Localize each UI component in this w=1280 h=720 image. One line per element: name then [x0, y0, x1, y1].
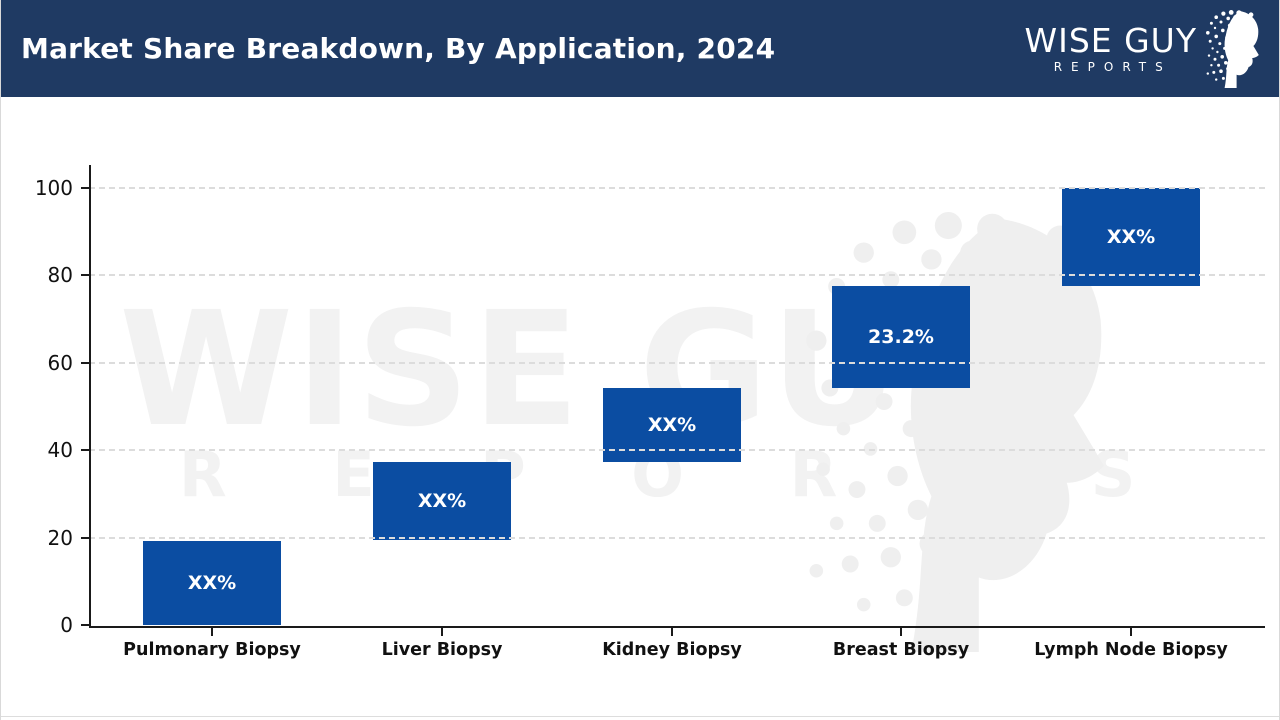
bar-value-label: XX%	[1106, 225, 1156, 248]
y-axis-tick	[81, 361, 89, 364]
header-band: Market Share Breakdown, By Application, …	[1, 0, 1279, 97]
y-tick-label: 40	[47, 438, 73, 462]
y-axis-tick	[81, 624, 89, 626]
y-axis-tick	[81, 449, 89, 451]
x-tick-label: Lymph Node Biopsy	[1034, 640, 1228, 660]
y-axis-line	[89, 165, 91, 628]
y-axis-tick	[81, 186, 89, 189]
bar-value-label: XX%	[187, 571, 237, 594]
wiseguy-face-icon	[1206, 9, 1259, 88]
x-axis-tick	[1130, 628, 1132, 636]
bar-value-label: 23.2%	[868, 326, 934, 349]
y-tick-label: 20	[47, 525, 73, 550]
x-tick-label: Kidney Biopsy	[602, 640, 742, 660]
x-tick-label: Breast Biopsy	[832, 640, 970, 660]
bar-segment	[143, 540, 281, 625]
gridline	[89, 186, 1265, 189]
gridline	[89, 361, 1265, 364]
y-tick-label: 80	[47, 263, 73, 287]
x-tick-label: Pulmonary Biopsy	[123, 640, 301, 660]
bar-segment	[832, 286, 970, 388]
x-axis-tick	[671, 628, 673, 636]
x-axis-tick	[900, 628, 902, 636]
x-axis-tick	[441, 628, 443, 636]
y-tick-label: 60	[47, 350, 73, 375]
bar-value-label: XX%	[647, 413, 697, 436]
chart-title: Market Share Breakdown, By Application, …	[21, 32, 776, 65]
bottom-divider	[1, 716, 1279, 717]
wiseguy-logo-text: WISE GUY REPORTS	[1024, 24, 1197, 73]
logo-brand-subtitle: REPORTS	[1053, 60, 1172, 74]
x-axis-line	[89, 626, 1265, 628]
y-axis-tick	[81, 274, 89, 276]
x-tick-label: Liver Biopsy	[381, 640, 503, 660]
bar-segment	[1062, 187, 1200, 287]
gridline	[89, 536, 1265, 539]
y-tick-label: 100	[34, 175, 73, 200]
gridline	[89, 449, 1265, 451]
logo-brand-name: WISE GUY	[1024, 21, 1197, 60]
gridline	[89, 274, 1265, 276]
x-axis-tick	[211, 628, 213, 636]
bar-value-label: XX%	[417, 489, 467, 512]
wiseguy-logo: WISE GUY REPORTS	[1024, 9, 1263, 89]
y-tick-label: 0	[60, 613, 73, 637]
y-axis-tick	[81, 536, 89, 539]
bar-segment	[373, 461, 511, 541]
